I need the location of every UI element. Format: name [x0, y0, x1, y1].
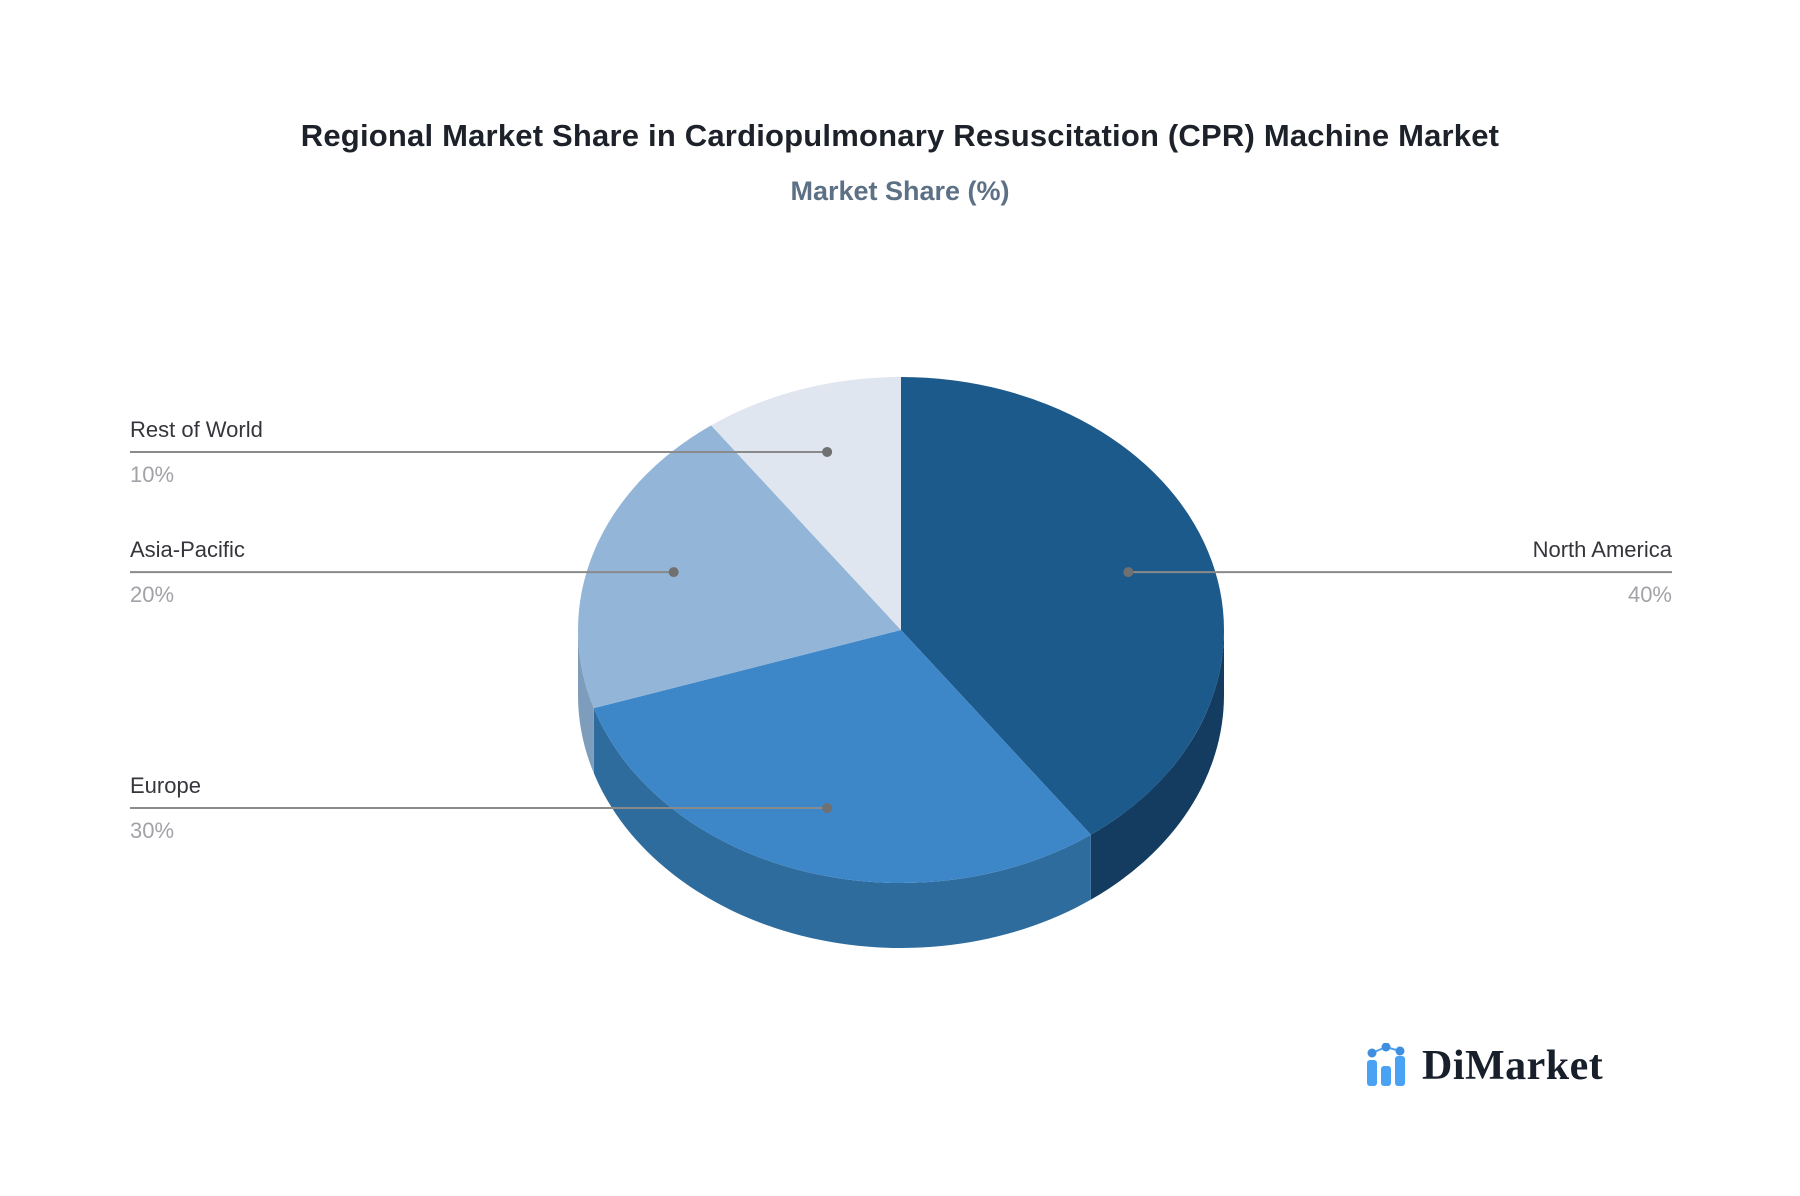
chart-subtitle: Market Share (%) [790, 176, 1010, 206]
leader-dot [668, 567, 679, 578]
leader-dot [822, 803, 833, 814]
chart-header: Regional Market Share in Cardiopulmonary… [0, 118, 1800, 207]
slice-percentage: 20% [130, 582, 175, 608]
slice-label: Asia-Pacific [130, 537, 245, 563]
pie-slice[interactable] [593, 630, 1091, 884]
pie-slice[interactable] [711, 377, 901, 630]
slice-label: North America [1532, 537, 1672, 563]
leader-dot [1123, 567, 1134, 578]
slice-label: Rest of World [130, 416, 263, 442]
slice-percentage: 40% [1627, 582, 1672, 608]
brand-logo-text: DiMarket [1422, 1043, 1604, 1089]
pie-slice[interactable] [901, 377, 1224, 835]
leader-dot [822, 446, 833, 457]
slice-percentage: 10% [130, 461, 175, 487]
slice-label: Europe [130, 773, 201, 799]
pie-slice-side [593, 708, 1091, 948]
slice-percentage: 30% [130, 818, 175, 844]
pie-slice-side [1090, 630, 1224, 900]
bar-chart-logo-icon [1367, 1043, 1405, 1086]
pie-slice[interactable] [578, 425, 901, 709]
brand-logo: DiMarket [1364, 1042, 1603, 1090]
chart-title: Regional Market Share in Cardiopulmonary… [300, 118, 1500, 153]
pie-slice-side [578, 630, 594, 774]
